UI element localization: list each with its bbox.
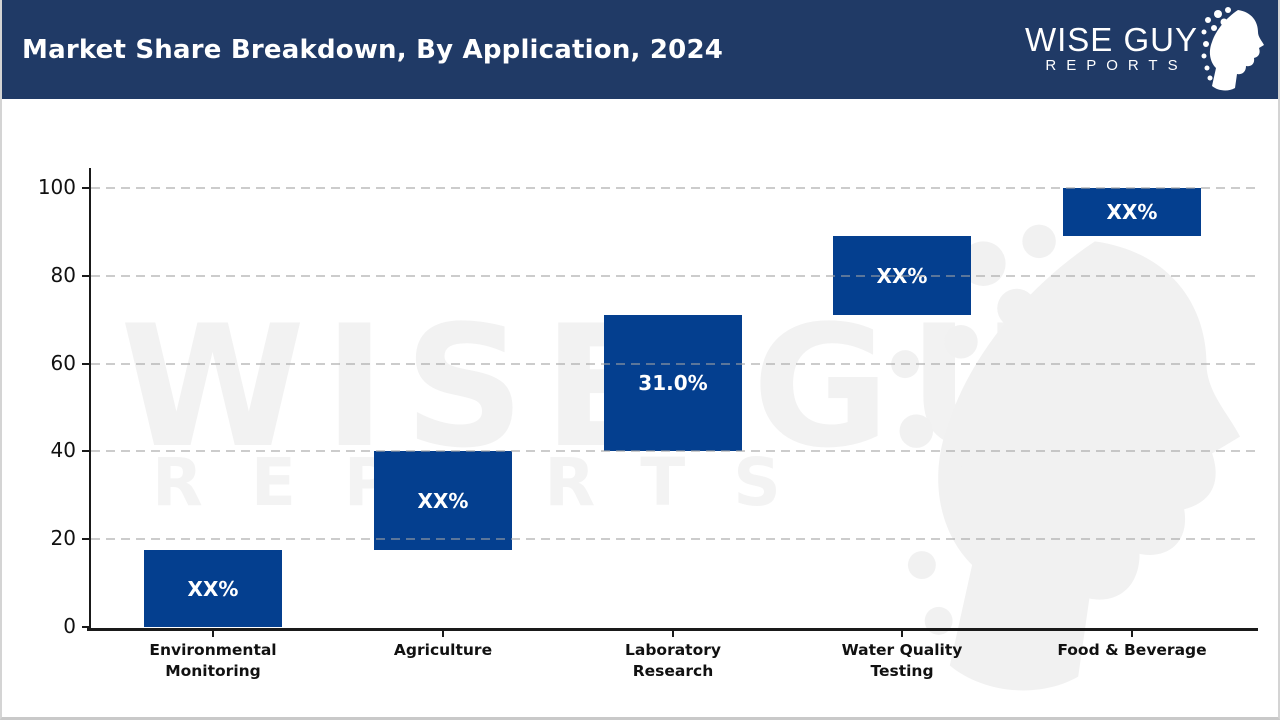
x-tick <box>442 631 444 637</box>
y-tick-label: 0 <box>63 614 76 638</box>
y-tick <box>82 626 90 628</box>
wiseguy-logo: WISE GUY REPORTS <box>1025 6 1266 92</box>
y-tick <box>82 362 90 365</box>
wiseguy-logo-text: WISE GUY REPORTS <box>1025 23 1198 75</box>
bar-value-label: 31.0% <box>638 371 708 396</box>
logo-wordmark: WISE GUY <box>1024 21 1198 58</box>
x-tick <box>901 631 903 637</box>
category-label: Water Quality Testing <box>841 641 963 680</box>
x-tick <box>672 631 674 637</box>
y-tick <box>82 274 90 277</box>
category-label: Environmental Monitoring <box>149 641 277 680</box>
ticks-layer: 0 20 40 60 80 100 Environmental Monitoring Agric… <box>2 99 1280 717</box>
category-label: Agriculture <box>393 641 493 659</box>
bar-value-label: XX% <box>1106 200 1158 225</box>
chart-title: Market Share Breakdown, By Application, … <box>22 34 724 65</box>
y-tick <box>82 187 90 189</box>
bar-value-label: XX% <box>187 576 239 601</box>
axes-layer <box>2 99 1280 717</box>
bar-laboratory-research: 31.0% <box>604 315 742 452</box>
title-banner: Market Share Breakdown, By Application, … <box>2 0 1278 99</box>
bars-layer: XX% XX% 31.0% XX% XX% <box>2 99 1280 717</box>
x-axis-line <box>87 628 1258 631</box>
x-tick <box>212 631 214 637</box>
bar-food-beverage: XX% <box>1063 188 1201 237</box>
bar-value-label: XX% <box>417 488 469 513</box>
bar-environmental-monitoring: XX% <box>144 550 282 627</box>
logo-subtext: REPORTS <box>1045 57 1188 74</box>
y-axis-line <box>89 168 91 630</box>
waterfall-chart: WISE GUY REPORTS XX%XX%31.0%XX%XX% 02040… <box>2 99 1280 717</box>
y-tick-label: 80 <box>50 262 76 287</box>
y-tick-label: 100 <box>37 175 76 199</box>
y-tick-label: 40 <box>50 438 76 463</box>
y-tick-label: 20 <box>50 526 76 551</box>
x-tick <box>1131 631 1133 637</box>
category-label: Laboratory Research <box>625 641 721 680</box>
y-tick <box>82 538 90 541</box>
wiseguy-face-icon <box>1201 7 1264 91</box>
bar-agriculture: XX% <box>374 451 512 551</box>
y-tick-label: 60 <box>50 350 76 375</box>
category-label: Food & Beverage <box>1057 641 1207 659</box>
y-tick <box>82 450 90 453</box>
